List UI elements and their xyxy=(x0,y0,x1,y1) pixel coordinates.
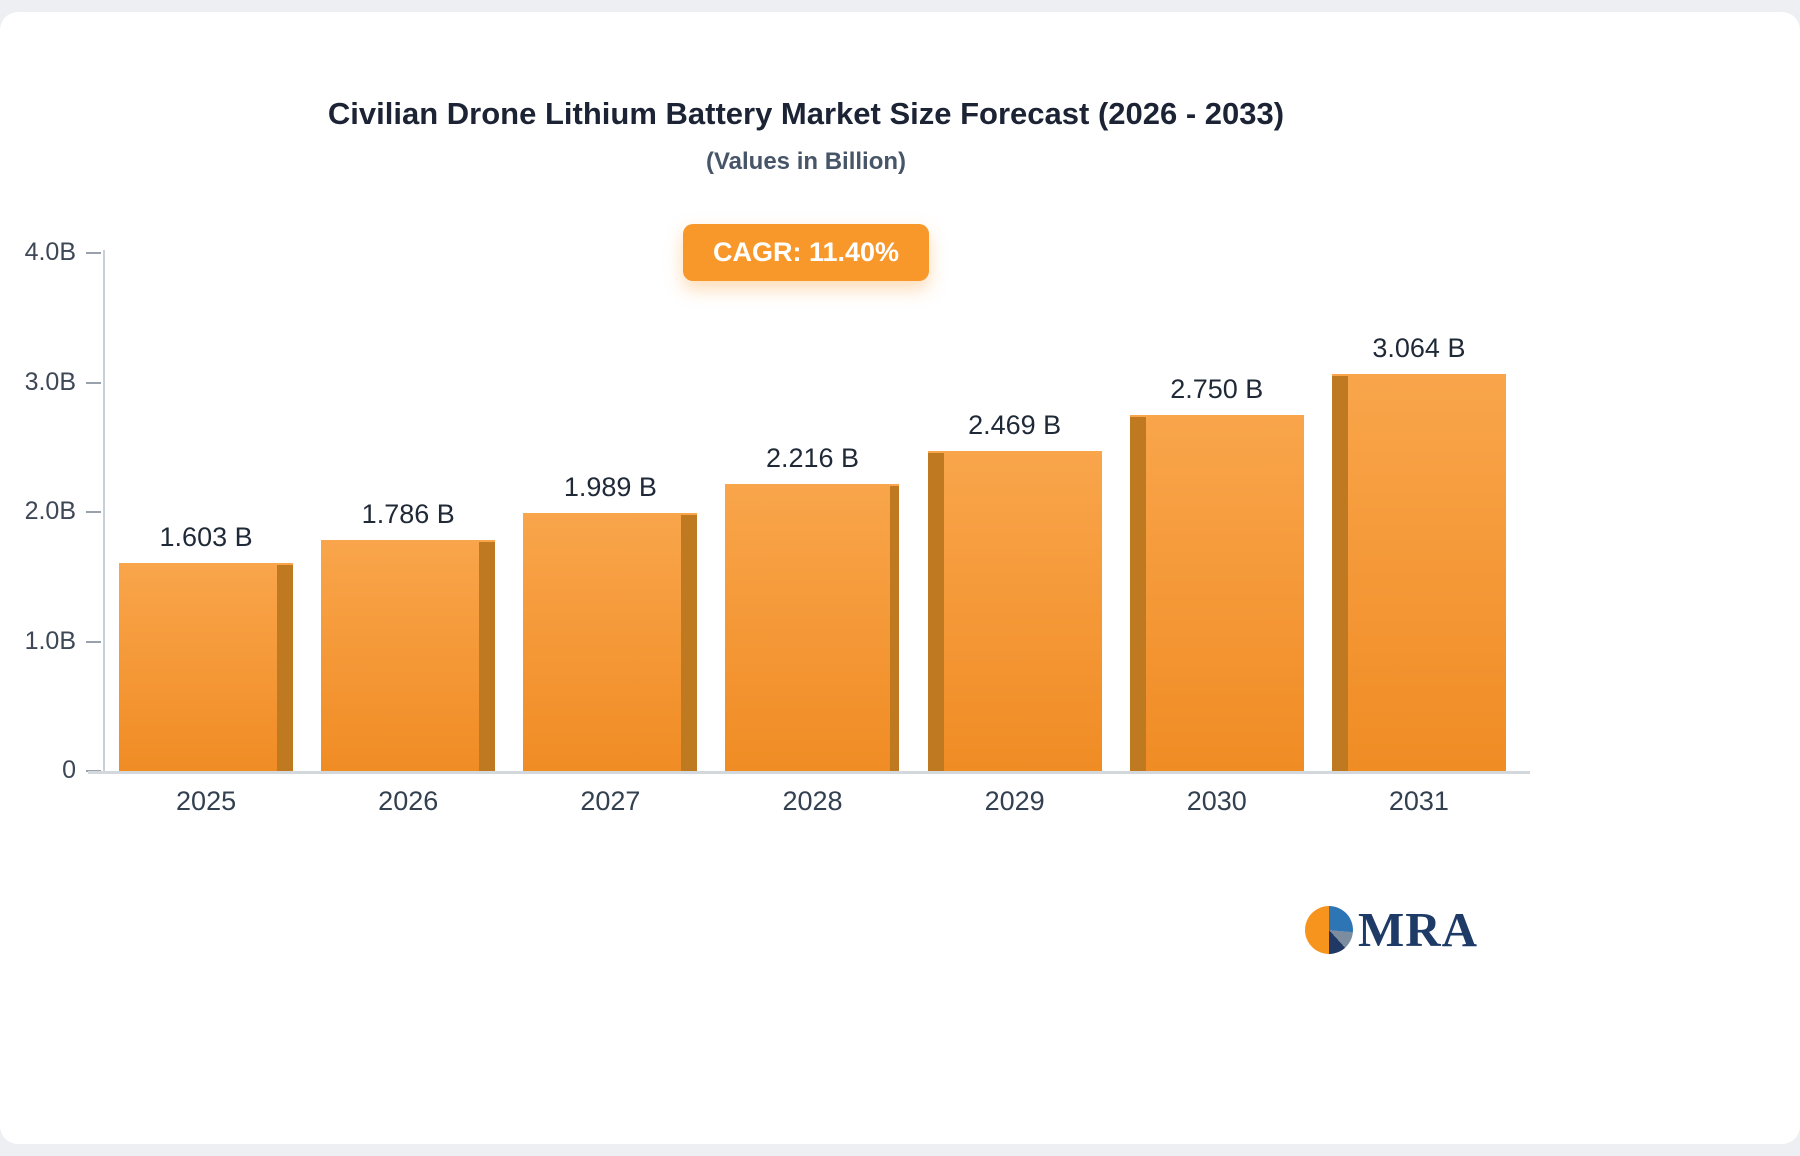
y-tick-label: 4.0B xyxy=(24,238,76,266)
x-axis-labels: 2025 2026 2027 2028 2029 2030 2031 xyxy=(105,786,1520,817)
bar-side-face xyxy=(479,541,496,771)
chart-subtitle: (Values in Billion) xyxy=(705,148,907,175)
bar-face xyxy=(725,484,900,771)
mra-logo-text: MRA xyxy=(1358,902,1479,957)
bar-face xyxy=(523,513,698,771)
x-axis-label: 2028 xyxy=(782,786,843,816)
x-axis-label: 2027 xyxy=(580,786,641,816)
bar-group: 1.989 B xyxy=(509,253,711,771)
bar xyxy=(1129,414,1304,771)
bar-value-label: 1.786 B xyxy=(361,498,455,529)
chart-title: Civilian Drone Lithium Battery Market Si… xyxy=(327,96,1285,131)
cagr-badge: CAGR: 11.40% xyxy=(682,224,930,281)
y-axis-line xyxy=(103,250,105,773)
y-tick-mark xyxy=(86,252,101,254)
bar-group: 1.786 B xyxy=(307,253,509,771)
bar-value-label: 1.603 B xyxy=(159,522,253,553)
x-axis-label: 2031 xyxy=(1388,786,1449,816)
y-tick-label: 1.0B xyxy=(24,626,76,655)
bar-value-label: 2.469 B xyxy=(968,410,1062,441)
bar-value-label: 3.064 B xyxy=(1372,333,1466,364)
bar-face xyxy=(927,451,1102,771)
bar-side-face xyxy=(1331,376,1348,771)
bar xyxy=(321,539,496,771)
bar-group: 2.469 B xyxy=(914,253,1116,771)
bar-group: 2.216 B xyxy=(711,253,913,771)
bar-face xyxy=(119,563,294,771)
bar xyxy=(725,484,900,771)
cagr-badge-row: CAGR: 11.40% xyxy=(0,224,1612,281)
y-tick-mark xyxy=(86,511,101,513)
bar-side-face xyxy=(277,565,294,771)
bar-face xyxy=(321,539,496,771)
y-tick-label: 0 xyxy=(62,756,76,784)
bar-value-label: 1.989 B xyxy=(563,472,657,503)
y-tick-mark xyxy=(86,381,101,384)
mra-logo-pie-icon xyxy=(1305,905,1353,954)
bar-face xyxy=(1331,374,1506,771)
bar xyxy=(119,563,294,771)
y-tick-label: 3.0B xyxy=(24,367,76,396)
bar-group: 3.064 B xyxy=(1318,253,1520,771)
bar-group: 1.603 B xyxy=(105,253,307,771)
bar-group: 2.750 B xyxy=(1116,253,1318,771)
bar-side-face xyxy=(890,486,900,771)
bar-value-label: 2.216 B xyxy=(765,443,860,474)
plot-area: 1.603 B 1.786 B 1.989 B 2.216 B 2.469 B 2.750… xyxy=(105,253,1520,771)
mra-logo: MRA xyxy=(1305,901,1478,958)
x-axis-label: 2026 xyxy=(378,786,439,816)
bar-side-face xyxy=(927,453,944,771)
x-axis-label: 2029 xyxy=(984,786,1045,816)
bar xyxy=(1331,374,1506,771)
bar-face xyxy=(1129,414,1304,771)
x-axis-label: 2030 xyxy=(1186,786,1247,816)
bar-side-face xyxy=(1129,416,1146,771)
bar-value-label: 2.750 B xyxy=(1170,373,1264,404)
bar xyxy=(523,513,698,771)
x-axis-line xyxy=(88,771,1530,774)
bar xyxy=(927,451,1102,771)
bar-side-face xyxy=(681,515,698,771)
y-tick-label: 2.0B xyxy=(24,497,76,525)
x-axis-label: 2025 xyxy=(176,786,237,816)
y-tick-mark xyxy=(86,640,101,643)
